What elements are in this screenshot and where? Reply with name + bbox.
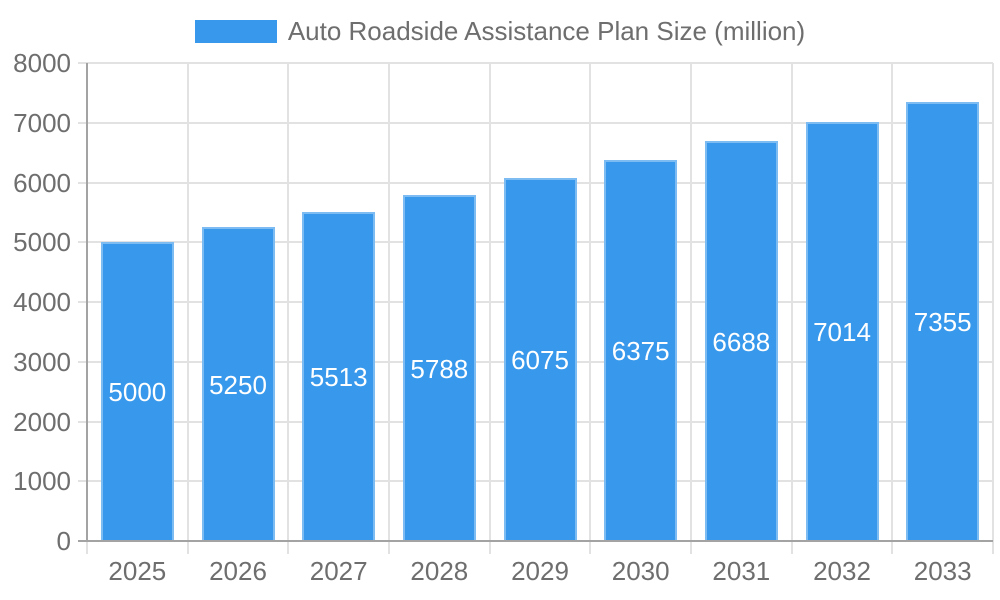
bar[interactable]: 5000	[100, 242, 174, 541]
x-axis-tick	[186, 541, 189, 554]
x-axis-label: 2033	[913, 556, 972, 586]
x-axis-tick	[589, 541, 592, 554]
y-axis-tick	[78, 480, 87, 483]
x-axis-tick	[790, 541, 793, 554]
x-axis-label: 2028	[410, 556, 469, 586]
bar[interactable]: 7355	[906, 101, 980, 541]
bar-value-label: 6688	[712, 326, 771, 357]
bar-value-label: 5788	[410, 353, 469, 384]
x-axis-tick	[388, 541, 390, 554]
v-gridline	[589, 63, 592, 541]
y-axis-tick	[78, 181, 87, 184]
y-axis-tick	[78, 241, 87, 244]
x-axis-tick	[690, 541, 692, 554]
x-axis-label: 2025	[108, 556, 167, 586]
v-gridline	[891, 63, 894, 541]
y-axis-tick	[78, 301, 87, 303]
y-axis-tick	[78, 121, 87, 124]
v-gridline	[488, 63, 491, 541]
h-gridline	[87, 62, 993, 64]
bar[interactable]: 5788	[402, 195, 476, 541]
bar-value-label: 5000	[108, 377, 167, 408]
v-gridline	[186, 63, 189, 541]
bar[interactable]: 6375	[604, 160, 678, 541]
bar-value-label: 7014	[813, 316, 871, 347]
bar-value-label: 5250	[209, 369, 267, 400]
legend-label: Auto Roadside Assistance Plan Size (mill…	[287, 16, 806, 46]
bar-value-label: 6375	[611, 336, 670, 367]
x-axis-label: 2027	[309, 556, 368, 586]
y-axis-tick	[78, 62, 87, 64]
bar[interactable]: 5250	[201, 227, 275, 541]
bar[interactable]: 6688	[704, 141, 778, 541]
y-axis-tick	[78, 360, 87, 363]
x-axis-tick	[992, 541, 994, 554]
legend-swatch-icon	[194, 20, 277, 43]
y-axis-label: 7000	[13, 107, 71, 138]
bar-value-label: 5513	[309, 361, 368, 392]
bar-value-label: 6075	[511, 345, 569, 375]
bar[interactable]: 6075	[503, 178, 577, 541]
v-gridline	[992, 63, 994, 541]
y-axis-label: 5000	[13, 227, 71, 258]
y-axis-label: 2000	[13, 406, 71, 437]
x-axis-label: 2030	[611, 556, 670, 586]
y-axis-label: 4000	[13, 287, 71, 317]
y-axis-label: 1000	[13, 466, 71, 497]
y-axis-tick	[78, 420, 87, 423]
x-axis-label: 2032	[813, 556, 871, 586]
h-gridline	[87, 121, 993, 124]
y-axis-line	[86, 63, 88, 542]
x-axis-line	[78, 540, 993, 542]
x-axis-tick	[891, 541, 894, 554]
x-axis-label: 2031	[712, 556, 771, 586]
y-axis-label: 6000	[13, 167, 71, 198]
x-axis-tick	[287, 541, 290, 554]
x-axis-label: 2029	[511, 556, 569, 586]
v-gridline	[388, 63, 390, 541]
v-gridline	[287, 63, 290, 541]
bar[interactable]: 7014	[805, 121, 879, 541]
chart-legend[interactable]: Auto Roadside Assistance Plan Size (mill…	[0, 18, 1000, 45]
x-axis-label: 2026	[209, 556, 267, 586]
y-axis-label: 0	[56, 526, 71, 556]
v-gridline	[790, 63, 793, 541]
x-axis-tick	[488, 541, 491, 554]
v-gridline	[690, 63, 692, 541]
bar[interactable]: 5513	[302, 211, 376, 541]
bar-value-label: 7355	[913, 306, 972, 337]
y-axis-label: 8000	[13, 48, 71, 78]
y-axis-label: 3000	[13, 346, 71, 377]
x-axis-tick	[86, 541, 88, 554]
